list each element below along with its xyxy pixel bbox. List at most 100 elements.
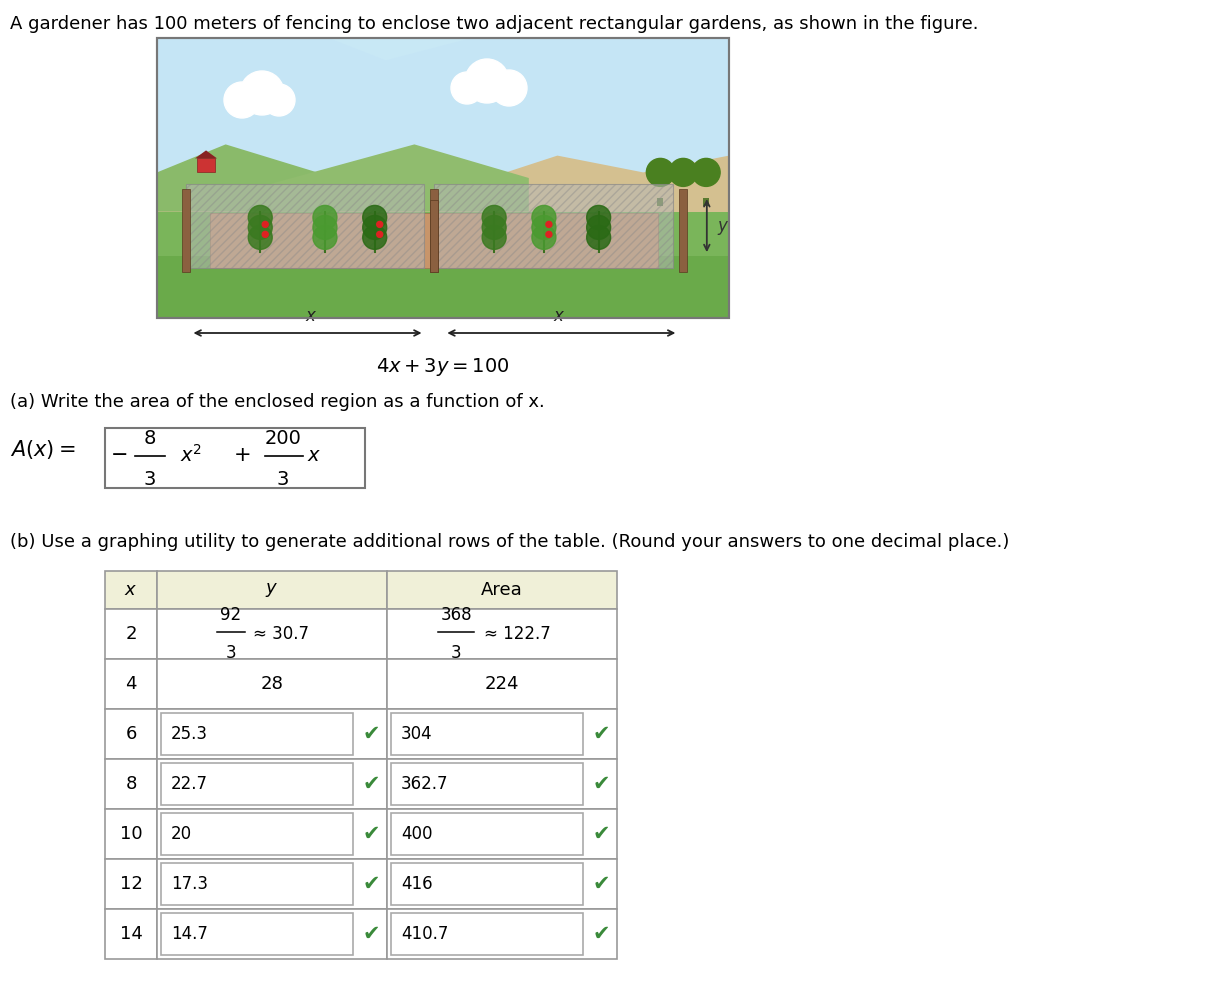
- Circle shape: [490, 70, 527, 106]
- Text: 8: 8: [144, 429, 157, 448]
- Text: −: −: [111, 445, 128, 465]
- FancyBboxPatch shape: [161, 763, 353, 805]
- Circle shape: [377, 222, 383, 228]
- Text: ✔: ✔: [592, 874, 610, 894]
- Circle shape: [313, 216, 338, 240]
- Circle shape: [262, 222, 268, 228]
- Circle shape: [465, 59, 509, 103]
- Text: 416: 416: [401, 875, 433, 893]
- Text: 362.7: 362.7: [401, 775, 449, 793]
- Circle shape: [545, 222, 552, 228]
- Text: ✔: ✔: [362, 824, 380, 844]
- Circle shape: [377, 232, 383, 238]
- Circle shape: [451, 72, 483, 104]
- Bar: [434, 184, 674, 267]
- Bar: [157, 38, 729, 318]
- Bar: [657, 198, 663, 206]
- Bar: [386, 809, 616, 859]
- Bar: [181, 190, 190, 271]
- Bar: [157, 809, 386, 859]
- Bar: [386, 709, 616, 759]
- Circle shape: [669, 159, 697, 187]
- FancyBboxPatch shape: [161, 913, 353, 955]
- Bar: [105, 659, 157, 709]
- Circle shape: [313, 206, 338, 230]
- Text: $x$: $x$: [307, 445, 322, 464]
- Text: ✔: ✔: [592, 774, 610, 794]
- Text: ≈ 122.7: ≈ 122.7: [484, 625, 550, 643]
- Bar: [157, 571, 386, 609]
- Text: 2: 2: [125, 625, 137, 643]
- Bar: [386, 571, 616, 609]
- Bar: [105, 809, 157, 859]
- Text: 25.3: 25.3: [171, 725, 208, 743]
- Text: ✔: ✔: [362, 724, 380, 744]
- Text: 20: 20: [171, 825, 192, 843]
- Bar: [386, 659, 616, 709]
- Text: ✔: ✔: [362, 774, 380, 794]
- FancyBboxPatch shape: [391, 863, 583, 905]
- Circle shape: [692, 159, 720, 187]
- Text: 368: 368: [440, 606, 472, 624]
- Circle shape: [313, 226, 338, 250]
- Bar: [157, 759, 386, 809]
- FancyBboxPatch shape: [161, 713, 353, 755]
- Text: +: +: [234, 445, 252, 465]
- Bar: [157, 859, 386, 909]
- Text: 3: 3: [276, 470, 289, 489]
- Bar: [105, 909, 157, 959]
- Circle shape: [263, 84, 295, 116]
- Bar: [386, 609, 616, 659]
- FancyBboxPatch shape: [391, 913, 583, 955]
- Bar: [157, 173, 729, 318]
- Text: $x$: $x$: [125, 581, 138, 599]
- Circle shape: [545, 232, 552, 238]
- Circle shape: [363, 216, 386, 240]
- Text: A gardener has 100 meters of fencing to enclose two adjacent rectangular gardens: A gardener has 100 meters of fencing to …: [10, 15, 978, 33]
- Text: ✔: ✔: [592, 924, 610, 944]
- Text: 22.7: 22.7: [171, 775, 208, 793]
- FancyBboxPatch shape: [161, 863, 353, 905]
- Text: Area: Area: [481, 581, 523, 599]
- Text: $A(x) =$: $A(x) =$: [10, 438, 76, 461]
- Bar: [157, 609, 386, 659]
- Circle shape: [248, 206, 273, 230]
- Text: 17.3: 17.3: [171, 875, 208, 893]
- Bar: [157, 909, 386, 959]
- Bar: [157, 256, 729, 318]
- Text: 3: 3: [225, 644, 236, 662]
- Bar: [105, 709, 157, 759]
- Circle shape: [240, 71, 284, 115]
- Bar: [430, 201, 438, 271]
- FancyBboxPatch shape: [157, 38, 729, 136]
- Text: 224: 224: [484, 675, 520, 693]
- Text: 10: 10: [120, 825, 142, 843]
- Text: 400: 400: [401, 825, 433, 843]
- Bar: [157, 38, 729, 318]
- FancyBboxPatch shape: [161, 813, 353, 855]
- Polygon shape: [157, 38, 729, 184]
- Circle shape: [647, 159, 674, 187]
- Circle shape: [224, 82, 260, 118]
- Circle shape: [248, 216, 273, 240]
- Text: 200: 200: [264, 429, 301, 448]
- Bar: [157, 212, 729, 318]
- Text: x: x: [305, 307, 316, 325]
- Circle shape: [482, 216, 506, 240]
- Polygon shape: [157, 156, 729, 220]
- Bar: [186, 184, 424, 267]
- Circle shape: [587, 216, 610, 240]
- Circle shape: [363, 226, 386, 250]
- Text: 3: 3: [144, 470, 157, 489]
- Bar: [386, 859, 616, 909]
- Bar: [430, 190, 438, 271]
- Circle shape: [587, 226, 610, 250]
- Text: ✔: ✔: [362, 924, 380, 944]
- Text: 4: 4: [125, 675, 137, 693]
- Circle shape: [532, 206, 556, 230]
- Text: $x^2$: $x^2$: [180, 444, 202, 466]
- Bar: [386, 759, 616, 809]
- Bar: [157, 659, 386, 709]
- Text: 28: 28: [260, 675, 284, 693]
- Text: ✔: ✔: [362, 874, 380, 894]
